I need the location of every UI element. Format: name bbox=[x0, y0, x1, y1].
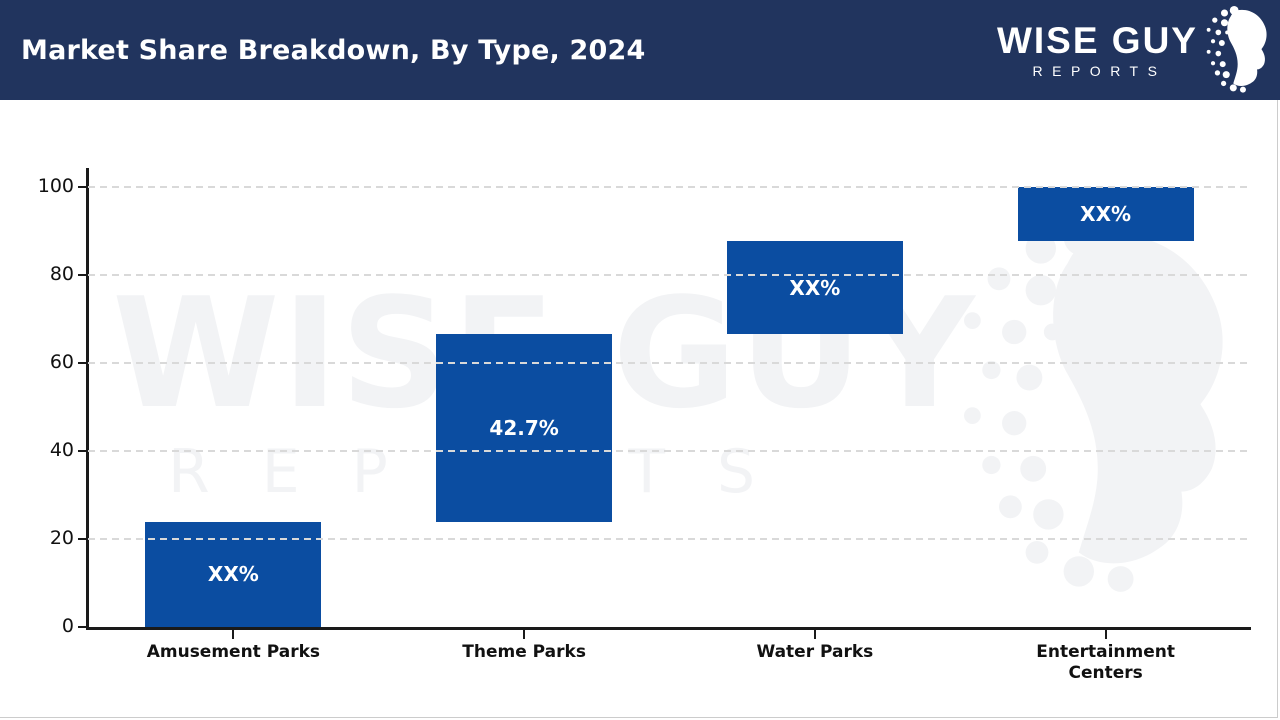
y-axis-tick bbox=[78, 186, 88, 188]
image-bottom-border bbox=[0, 717, 1278, 718]
logo-wordmark: WISE GUY REPORTS bbox=[997, 22, 1198, 79]
y-tick-label: 60 bbox=[49, 351, 74, 373]
x-axis-tick bbox=[1104, 630, 1107, 639]
y-axis-line bbox=[86, 168, 89, 630]
gridline bbox=[88, 274, 1251, 276]
y-tick-label: 20 bbox=[49, 527, 74, 549]
y-tick-label: 0 bbox=[61, 615, 74, 637]
y-axis-tick bbox=[78, 274, 88, 276]
bar-segment bbox=[436, 333, 613, 522]
x-axis-tick bbox=[523, 630, 526, 639]
y-axis-tick bbox=[78, 362, 88, 364]
x-axis-tick bbox=[232, 630, 235, 639]
y-axis-tick bbox=[78, 538, 88, 540]
bar-value-label: 42.7% bbox=[489, 415, 559, 440]
brand-logo: WISE GUY REPORTS bbox=[997, 0, 1272, 100]
image-right-border bbox=[1277, 100, 1278, 718]
gridline bbox=[88, 450, 1251, 452]
page-title: Market Share Breakdown, By Type, 2024 bbox=[21, 34, 646, 66]
header-bar: Market Share Breakdown, By Type, 2024 WI… bbox=[0, 0, 1280, 100]
gridline bbox=[88, 186, 1251, 188]
x-category-label: Amusement Parks bbox=[146, 642, 321, 662]
y-tick-label: 40 bbox=[49, 439, 74, 461]
y-axis-tick bbox=[78, 450, 88, 452]
bar-value-label: XX% bbox=[1080, 202, 1132, 227]
logo-wordmark-line2: REPORTS bbox=[1032, 62, 1167, 79]
x-category-label: Theme Parks bbox=[462, 642, 586, 662]
y-tick-label: 80 bbox=[49, 263, 74, 285]
gridline bbox=[88, 538, 1251, 540]
x-axis-line bbox=[86, 627, 1251, 630]
x-category-label: Water Parks bbox=[756, 642, 874, 662]
bar-value-label: XX% bbox=[789, 275, 841, 300]
bar-value-label: XX% bbox=[207, 562, 259, 587]
y-tick-label: 100 bbox=[37, 175, 74, 197]
gridline bbox=[88, 362, 1251, 364]
x-category-label: Entertainment Centers bbox=[1036, 642, 1175, 684]
y-axis-tick bbox=[78, 626, 88, 628]
logo-wordmark-line1: WISE GUY bbox=[996, 19, 1198, 61]
x-axis-tick bbox=[813, 630, 816, 639]
chart-area: WISE GUY REPORTS 020406080100XX%Amusemen… bbox=[0, 100, 1280, 720]
bar-segment bbox=[726, 241, 903, 334]
